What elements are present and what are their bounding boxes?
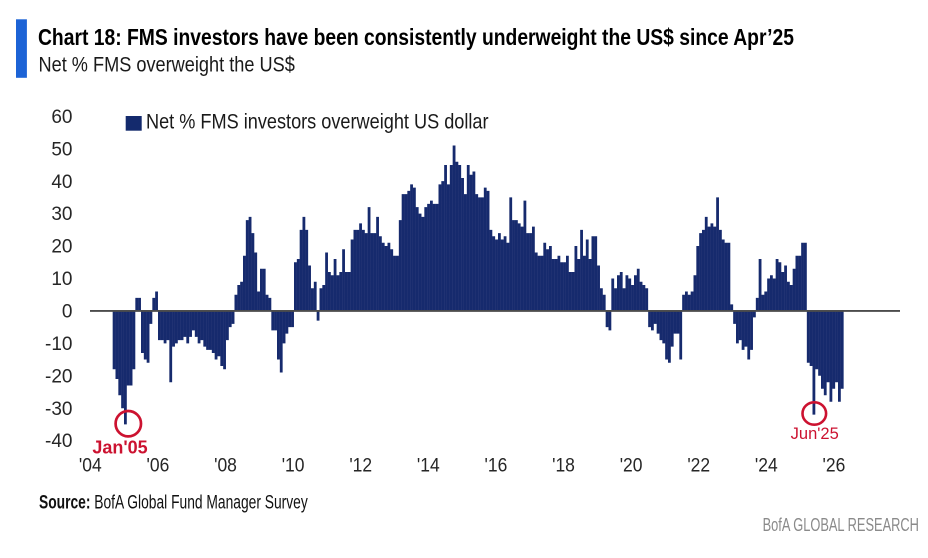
svg-text:Jun'25: Jun'25: [791, 425, 839, 443]
svg-text:20: 20: [51, 237, 72, 258]
svg-text:'26: '26: [823, 454, 846, 476]
svg-text:'22: '22: [687, 454, 710, 476]
svg-text:'04: '04: [79, 454, 102, 476]
svg-text:-20: -20: [45, 366, 72, 387]
svg-text:'14: '14: [417, 454, 440, 476]
svg-text:-10: -10: [45, 334, 72, 355]
svg-text:-40: -40: [45, 431, 72, 452]
svg-text:'18: '18: [552, 454, 575, 476]
svg-text:'24: '24: [755, 454, 778, 476]
svg-text:'06: '06: [147, 454, 170, 476]
svg-text:60: 60: [51, 107, 72, 128]
svg-text:10: 10: [51, 269, 72, 290]
svg-text:Net % FMS investors overweight: Net % FMS investors overweight US dollar: [146, 110, 489, 134]
svg-text:'16: '16: [485, 454, 508, 476]
svg-text:Net % FMS overweight the US$: Net % FMS overweight the US$: [39, 53, 295, 77]
svg-text:BofA GLOBAL RESEARCH: BofA GLOBAL RESEARCH: [763, 516, 919, 536]
svg-text:Source: BofA Global Fund Manag: Source: BofA Global Fund Manager Survey: [39, 491, 308, 513]
svg-text:'08: '08: [214, 454, 237, 476]
svg-text:'10: '10: [282, 454, 305, 476]
svg-text:'12: '12: [349, 454, 372, 476]
svg-text:0: 0: [62, 302, 73, 323]
svg-text:Jan'05: Jan'05: [92, 438, 147, 458]
svg-text:50: 50: [51, 139, 72, 160]
svg-text:-30: -30: [45, 399, 72, 420]
svg-text:Chart 18: FMS investors have b: Chart 18: FMS investors have been consis…: [38, 25, 794, 50]
svg-text:40: 40: [51, 172, 72, 193]
svg-text:'20: '20: [620, 454, 643, 476]
svg-text:30: 30: [51, 204, 72, 225]
